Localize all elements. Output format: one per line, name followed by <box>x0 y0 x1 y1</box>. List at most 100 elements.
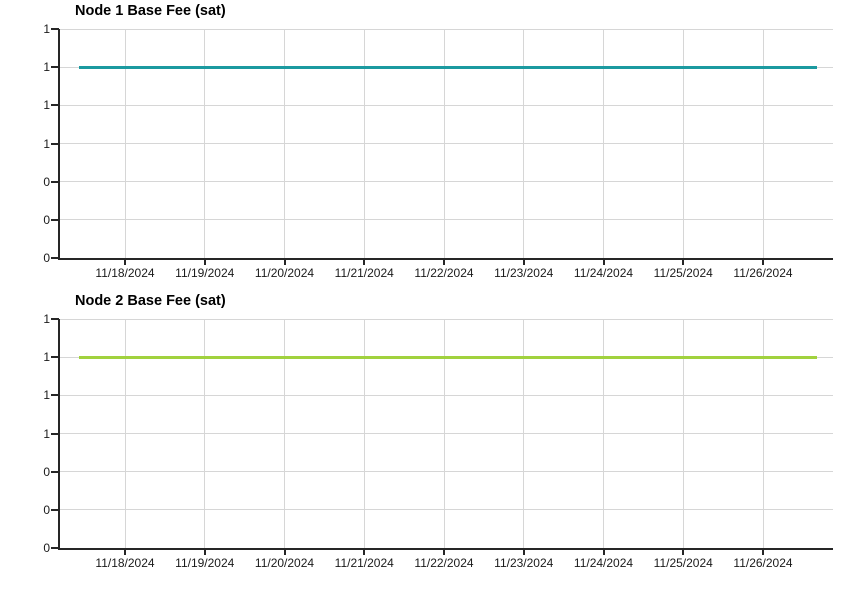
grid-line-vertical <box>204 29 206 258</box>
y-tick-label: 1 <box>43 312 50 326</box>
y-tick-label: 1 <box>43 136 50 151</box>
grid-line-vertical <box>523 29 525 258</box>
x-tick-label: 11/20/2024 <box>254 266 315 280</box>
grid-line-horizontal <box>60 219 833 221</box>
chart-node-1-base-fee: Node 1 Base Fee (sat) 1 1 1 1 0 0 0 11/18/2024 1… <box>0 0 860 290</box>
x-tick-label: 11/24/2024 <box>573 556 634 570</box>
y-axis-tick <box>51 356 59 359</box>
grid-line-vertical <box>762 319 764 548</box>
grid-line-vertical <box>603 29 604 258</box>
x-axis-tick <box>602 260 605 265</box>
x-axis-tick <box>762 550 764 555</box>
x-axis-tick <box>443 260 445 265</box>
grid-line-vertical <box>363 319 365 548</box>
y-axis-tick <box>51 547 59 549</box>
series-line-node-2-base-fee <box>79 355 817 359</box>
x-tick-label: 11/22/2024 <box>414 556 474 570</box>
x-axis-tick <box>682 260 685 265</box>
y-tick-label: 1 <box>43 60 50 75</box>
y-tick-label: 0 <box>43 174 50 189</box>
x-axis-tick <box>682 550 685 555</box>
y-tick-label: 1 <box>43 22 50 36</box>
grid-line-horizontal <box>60 471 833 473</box>
x-tick-label: 11/25/2024 <box>653 556 713 570</box>
grid-line-vertical <box>682 29 684 258</box>
x-axis-tick <box>363 550 366 555</box>
grid-line-vertical <box>124 319 126 548</box>
x-tick-label: 11/18/2024 <box>95 556 155 570</box>
y-axis-tick <box>51 257 59 259</box>
x-tick-label: 11/23/2024 <box>494 266 554 280</box>
x-axis-tick <box>602 550 605 555</box>
y-axis-tick <box>51 142 59 145</box>
x-axis-tick <box>124 550 126 555</box>
x-axis-tick <box>124 260 126 265</box>
x-axis-tick <box>522 260 525 265</box>
grid-line-horizontal <box>60 509 833 511</box>
y-tick-label: 0 <box>43 502 50 517</box>
y-axis-tick <box>51 180 59 183</box>
x-tick-label: 11/26/2024 <box>733 266 793 280</box>
x-tick-label: 11/22/2024 <box>414 266 474 280</box>
y-tick-label: 1 <box>43 98 50 113</box>
y-axis-tick <box>51 218 59 221</box>
grid-line-vertical <box>443 319 445 548</box>
grid-line-horizontal <box>60 28 833 30</box>
y-tick-label: 1 <box>43 388 50 403</box>
x-tick-label: 11/19/2024 <box>175 556 235 570</box>
y-axis-tick <box>51 28 59 30</box>
x-tick-label: 11/21/2024 <box>334 266 394 280</box>
grid-line-vertical <box>363 29 365 258</box>
grid-line-vertical <box>682 319 684 548</box>
series-line-node-1-base-fee <box>79 65 817 69</box>
x-tick-label: 11/21/2024 <box>334 556 394 570</box>
y-tick-label: 0 <box>43 464 50 479</box>
y-tick-label: 1 <box>43 426 50 441</box>
y-axis-tick <box>51 432 59 435</box>
y-tick-label: 1 <box>43 350 50 365</box>
x-axis-tick <box>203 260 206 265</box>
x-tick-label: 11/18/2024 <box>95 266 155 280</box>
x-axis-tick <box>522 550 525 555</box>
x-tick-label: 11/25/2024 <box>653 266 713 280</box>
chart-title: Node 1 Base Fee (sat) <box>75 3 226 19</box>
y-axis-tick <box>51 104 59 107</box>
grid-line-horizontal <box>60 318 833 320</box>
y-tick-label: 0 <box>43 541 50 555</box>
x-tick-label: 11/19/2024 <box>175 266 235 280</box>
plot-area <box>58 318 833 550</box>
plot-area <box>58 28 833 260</box>
y-axis-tick <box>51 470 59 473</box>
y-tick-label: 0 <box>43 212 50 227</box>
grid-line-vertical <box>124 29 126 258</box>
grid-line-vertical <box>523 319 525 548</box>
x-tick-label: 11/20/2024 <box>254 556 315 570</box>
y-axis-tick <box>51 66 59 69</box>
x-axis-tick <box>283 260 286 265</box>
x-axis-tick <box>443 550 445 555</box>
y-axis-tick <box>51 394 59 397</box>
x-tick-label: 11/23/2024 <box>494 556 554 570</box>
x-axis-tick <box>203 550 206 555</box>
grid-line-horizontal <box>60 181 833 183</box>
chart-title: Node 2 Base Fee (sat) <box>75 293 226 309</box>
grid-line-vertical <box>284 29 285 258</box>
chart-node-2-base-fee: Node 2 Base Fee (sat) 1 1 1 1 0 0 0 11/18/2024 1… <box>0 290 860 580</box>
x-axis-tick <box>283 550 286 555</box>
y-axis-tick <box>51 508 59 511</box>
grid-line-vertical <box>603 319 604 548</box>
x-tick-label: 11/24/2024 <box>573 266 634 280</box>
grid-line-vertical <box>443 29 445 258</box>
grid-line-vertical <box>204 319 206 548</box>
y-axis-tick <box>51 318 59 320</box>
y-tick-label: 0 <box>43 251 50 265</box>
grid-line-horizontal <box>60 143 833 144</box>
x-axis-tick <box>762 260 764 265</box>
grid-line-vertical <box>284 319 285 548</box>
grid-line-vertical <box>762 29 764 258</box>
x-axis-tick <box>363 260 366 265</box>
grid-line-horizontal <box>60 104 833 106</box>
x-tick-label: 11/26/2024 <box>733 556 793 570</box>
grid-line-horizontal <box>60 394 833 396</box>
